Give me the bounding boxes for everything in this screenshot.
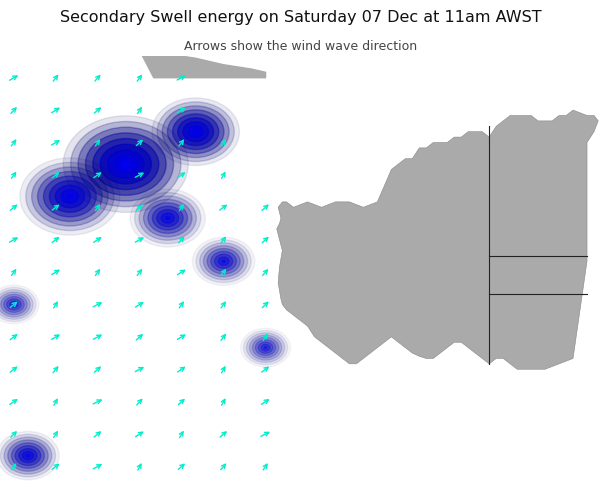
Circle shape [135, 193, 201, 244]
Circle shape [152, 206, 183, 230]
Circle shape [261, 344, 270, 351]
Circle shape [0, 431, 59, 480]
Circle shape [100, 144, 151, 184]
Circle shape [196, 240, 251, 283]
Circle shape [49, 181, 90, 212]
Circle shape [178, 118, 213, 145]
Circle shape [22, 451, 34, 460]
Circle shape [7, 299, 21, 310]
Circle shape [211, 251, 236, 271]
Circle shape [246, 333, 285, 363]
Circle shape [130, 189, 205, 247]
Circle shape [157, 102, 234, 162]
Circle shape [0, 290, 33, 319]
Circle shape [1, 294, 27, 315]
Circle shape [85, 133, 166, 195]
Text: Arrows show the wind wave direction: Arrows show the wind wave direction [184, 40, 417, 53]
Circle shape [20, 158, 120, 235]
Circle shape [115, 156, 136, 172]
Polygon shape [276, 110, 598, 369]
Circle shape [78, 127, 174, 201]
Circle shape [255, 340, 276, 356]
Circle shape [93, 139, 159, 189]
Circle shape [161, 213, 174, 223]
Circle shape [264, 346, 267, 349]
Circle shape [204, 245, 244, 277]
Circle shape [162, 106, 229, 158]
Circle shape [13, 304, 16, 305]
Circle shape [67, 194, 73, 199]
Circle shape [249, 335, 282, 360]
Circle shape [1, 434, 55, 477]
Circle shape [252, 337, 279, 358]
Circle shape [172, 114, 219, 149]
Circle shape [11, 443, 44, 468]
Circle shape [10, 301, 18, 308]
Circle shape [15, 446, 41, 466]
Circle shape [71, 122, 181, 207]
Circle shape [0, 287, 36, 322]
Circle shape [55, 185, 85, 208]
Circle shape [43, 176, 96, 217]
Circle shape [215, 254, 233, 268]
Circle shape [188, 126, 203, 138]
Polygon shape [140, 51, 266, 78]
Circle shape [108, 150, 144, 178]
Circle shape [26, 454, 29, 457]
Circle shape [157, 210, 178, 226]
Circle shape [63, 116, 188, 212]
Circle shape [194, 130, 198, 134]
Circle shape [218, 257, 229, 265]
Circle shape [122, 162, 129, 167]
Circle shape [38, 171, 102, 222]
Circle shape [258, 342, 273, 353]
Circle shape [19, 448, 37, 463]
Circle shape [4, 437, 52, 474]
Circle shape [61, 190, 79, 203]
Circle shape [200, 243, 248, 280]
Circle shape [183, 122, 209, 142]
Circle shape [166, 217, 170, 220]
Circle shape [168, 110, 224, 154]
Circle shape [222, 260, 225, 263]
Circle shape [4, 297, 24, 312]
Circle shape [26, 163, 114, 230]
Text: Secondary Swell energy on Saturday 07 Dec at 11am AWST: Secondary Swell energy on Saturday 07 De… [59, 10, 542, 25]
Circle shape [0, 292, 30, 317]
Circle shape [8, 440, 48, 471]
Circle shape [148, 203, 188, 233]
Circle shape [32, 167, 108, 226]
Circle shape [152, 98, 239, 165]
Circle shape [207, 248, 240, 274]
Circle shape [144, 200, 192, 237]
Circle shape [243, 330, 288, 365]
Circle shape [139, 196, 197, 240]
